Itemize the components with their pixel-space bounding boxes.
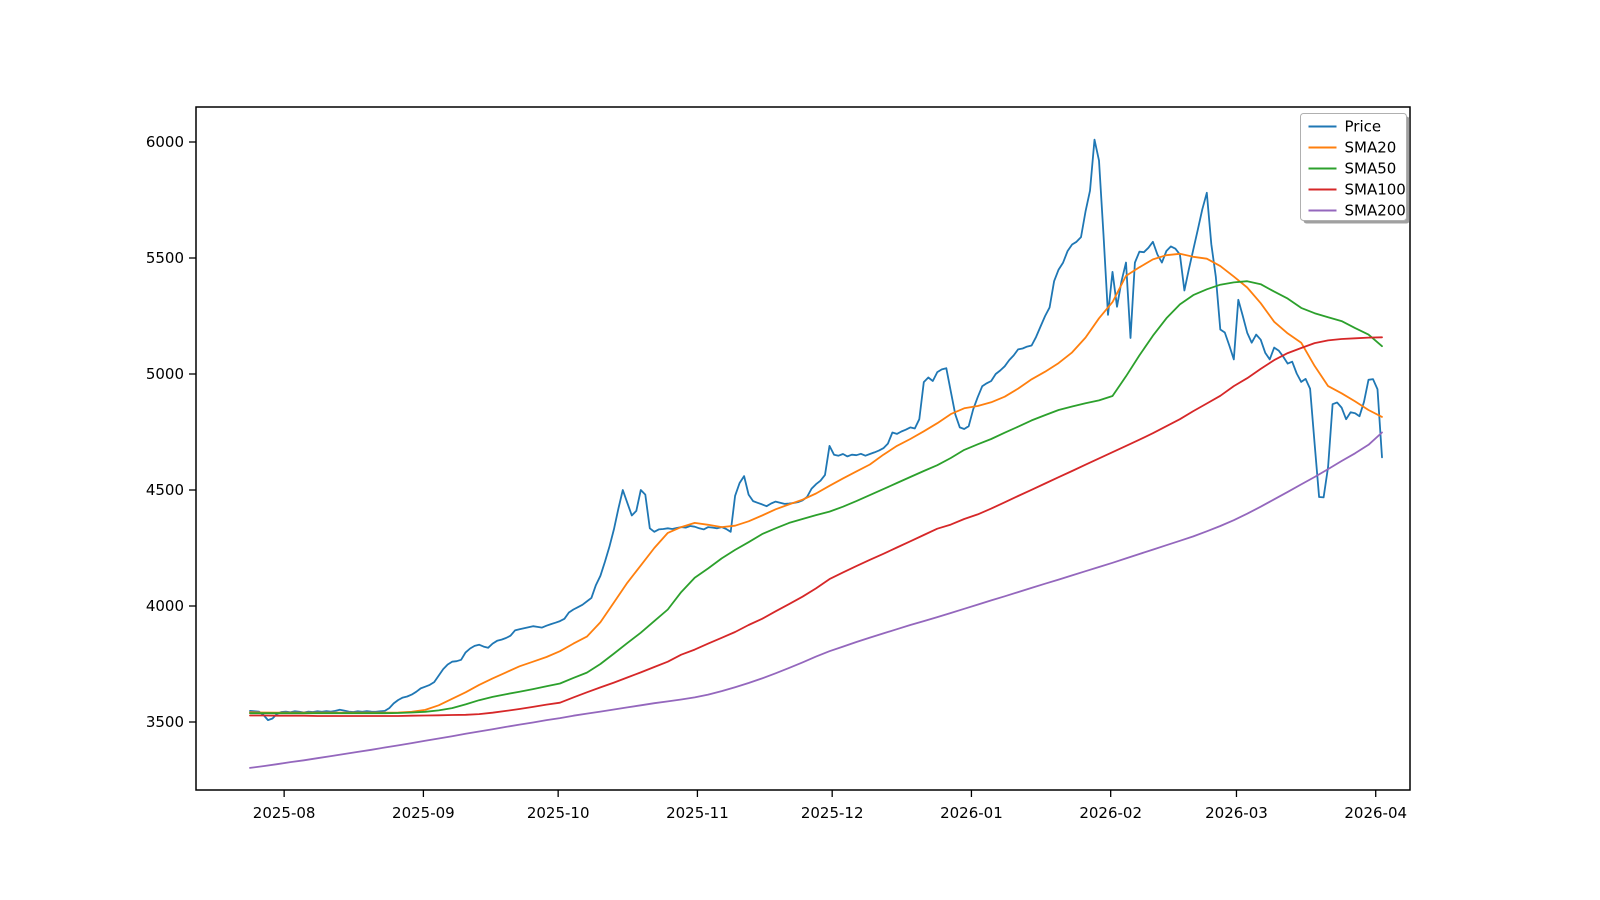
series-line-sma20 <box>249 252 1383 714</box>
x-tick-label: 2026-02 <box>1079 804 1142 822</box>
series-lines <box>249 138 1383 769</box>
y-tick-label: 6000 <box>146 133 184 151</box>
y-axis: 3500 4000 4500 5000 5500 6000 <box>146 133 196 731</box>
x-tick-label: 2025-12 <box>801 804 864 822</box>
legend-label: SMA100 <box>1345 181 1406 199</box>
series-line-sma100 <box>249 336 1383 717</box>
x-tick-label: 2026-03 <box>1205 804 1268 822</box>
x-axis: 2025-08 2025-09 2025-10 2025-11 2025-12 2026-… <box>253 790 1407 822</box>
legend-label: SMA50 <box>1345 160 1397 178</box>
x-tick-label: 2026-01 <box>940 804 1003 822</box>
x-tick-label: 2025-09 <box>392 804 455 822</box>
x-tick-label: 2026-04 <box>1344 804 1407 822</box>
series-line-sma200 <box>249 431 1383 769</box>
series-line-price <box>249 138 1383 721</box>
legend-item-price: Price <box>1308 118 1382 136</box>
x-tick-label: 2025-10 <box>527 804 590 822</box>
legend-item-sma200: SMA200 <box>1308 202 1406 220</box>
y-tick-label: 5000 <box>146 365 184 383</box>
legend-label: Price <box>1345 118 1382 136</box>
y-tick-label: 4000 <box>146 597 184 615</box>
x-tick-label: 2025-11 <box>666 804 729 822</box>
y-tick-label: 3500 <box>146 713 184 731</box>
legend: Price SMA20 SMA50 SMA100 SMA200 <box>1300 113 1410 224</box>
legend-label: SMA200 <box>1345 202 1406 220</box>
legend-box <box>1300 113 1407 221</box>
legend-item-sma50: SMA50 <box>1308 160 1397 178</box>
legend-item-sma100: SMA100 <box>1308 181 1406 199</box>
plot-border <box>195 106 1411 791</box>
legend-item-sma20: SMA20 <box>1308 139 1397 157</box>
axes <box>195 106 1411 791</box>
x-tick-label: 2025-08 <box>253 804 316 822</box>
series-line-sma50 <box>249 280 1383 715</box>
y-tick-label: 5500 <box>146 249 184 267</box>
y-tick-label: 4500 <box>146 481 184 499</box>
legend-label: SMA20 <box>1345 139 1397 157</box>
